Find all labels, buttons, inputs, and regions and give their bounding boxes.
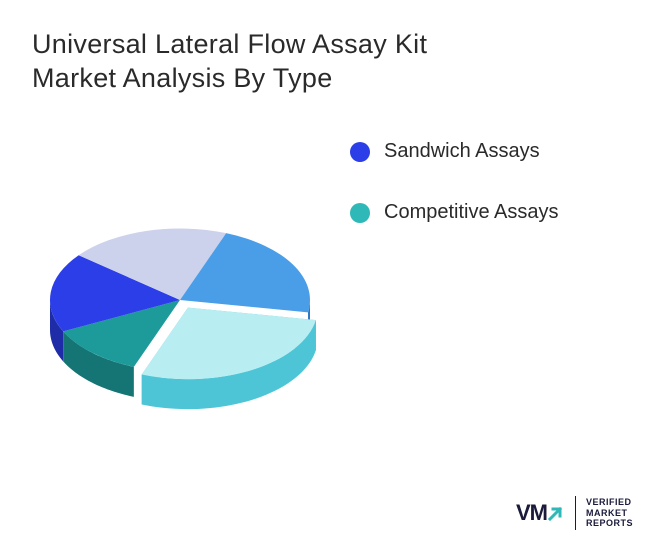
title-line-2: Market Analysis By Type [32,63,333,93]
pie-svg [30,190,330,450]
legend-dot-competitive [350,203,370,223]
brand-block: VM VERIFIED MARKET REPORTS [516,496,633,530]
legend-label-competitive: Competitive Assays [384,201,559,224]
chart-title: Universal Lateral Flow Assay Kit Market … [32,28,427,96]
brand-text-2: MARKET [586,508,628,518]
brand-divider [575,496,576,530]
title-line-1: Universal Lateral Flow Assay Kit [32,29,427,59]
legend: Sandwich Assays Competitive Assays [350,140,559,224]
brand-text: VERIFIED MARKET REPORTS [586,497,633,529]
legend-item-competitive: Competitive Assays [350,201,559,224]
brand-text-3: REPORTS [586,518,633,528]
arrow-icon [547,504,565,522]
legend-item-sandwich: Sandwich Assays [350,140,559,163]
brand-logo: VM [516,500,565,526]
legend-label-sandwich: Sandwich Assays [384,140,540,163]
pie-chart [30,190,330,450]
brand-text-1: VERIFIED [586,497,632,507]
legend-dot-sandwich [350,142,370,162]
brand-logo-text: VM [516,500,547,526]
